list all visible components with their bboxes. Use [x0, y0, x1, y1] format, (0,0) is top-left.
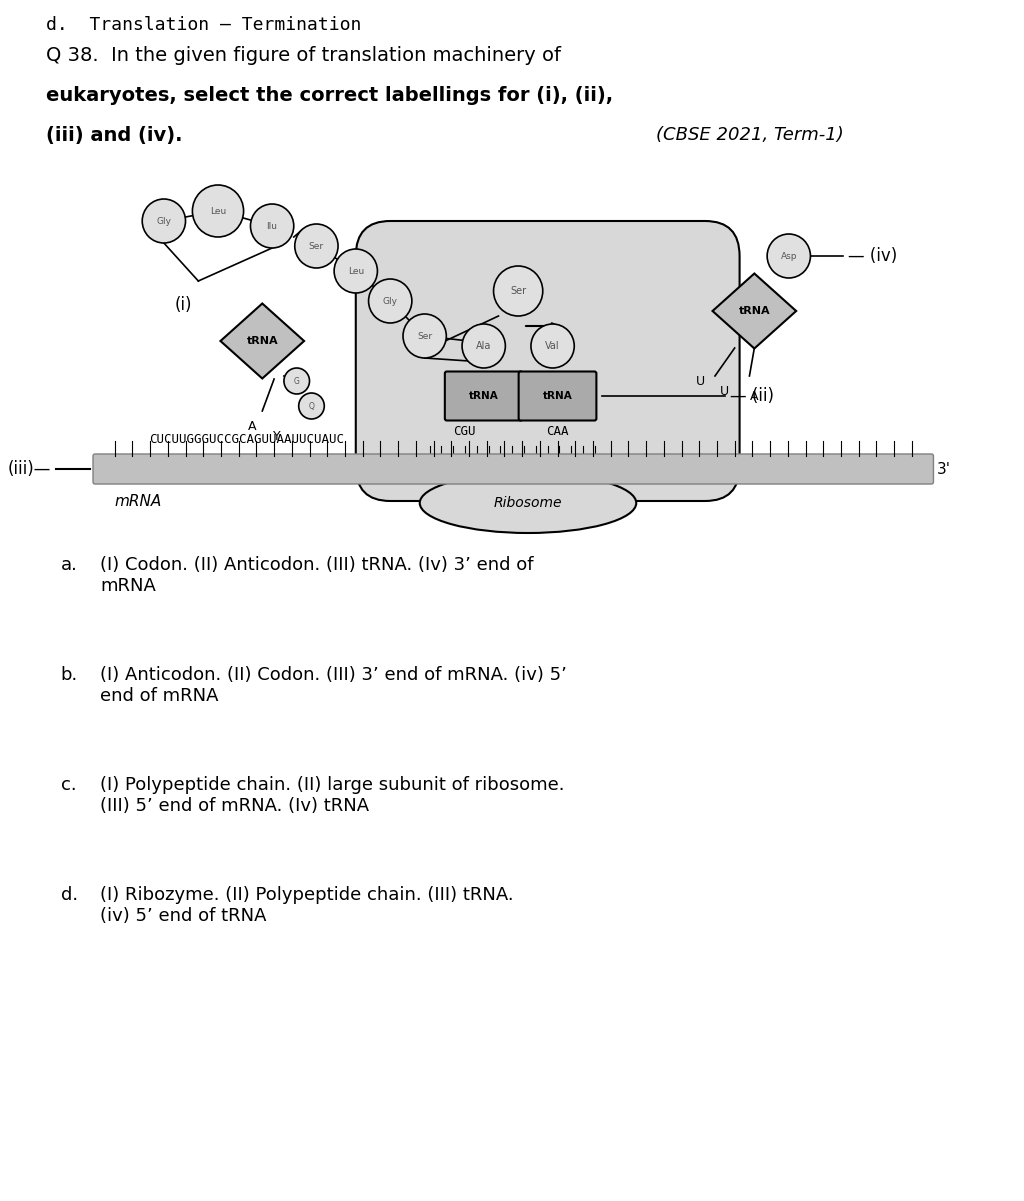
- Text: A: A: [248, 419, 257, 432]
- Text: U: U: [720, 384, 729, 398]
- Text: (iii)—: (iii)—: [7, 460, 51, 478]
- Circle shape: [299, 393, 325, 419]
- Circle shape: [251, 204, 294, 247]
- Circle shape: [494, 265, 543, 316]
- Circle shape: [193, 185, 244, 237]
- Text: CGU: CGU: [453, 424, 475, 437]
- Circle shape: [403, 313, 446, 358]
- Circle shape: [284, 368, 309, 394]
- Text: U: U: [695, 375, 705, 388]
- Circle shape: [142, 199, 185, 243]
- Text: Ser: Ser: [417, 331, 432, 341]
- Circle shape: [767, 234, 810, 277]
- Circle shape: [334, 249, 378, 293]
- Polygon shape: [220, 304, 304, 378]
- Text: A: A: [751, 389, 759, 402]
- Ellipse shape: [420, 473, 636, 533]
- Text: (I) Polypeptide chain. (II) large subunit of ribosome.
(III) 5’ end of mRNA. (Iv: (I) Polypeptide chain. (II) large subuni…: [100, 776, 564, 814]
- Text: Ser: Ser: [510, 286, 526, 295]
- Text: Leu: Leu: [210, 207, 226, 215]
- Text: CUCUUGGGUCCGCAGUUAAUUCUAUC: CUCUUGGGUCCGCAGUUAAUUCUAUC: [150, 434, 344, 446]
- Circle shape: [369, 279, 412, 323]
- Text: c.: c.: [60, 776, 76, 794]
- Text: Ala: Ala: [476, 341, 492, 351]
- FancyBboxPatch shape: [93, 454, 934, 484]
- Text: tRNA: tRNA: [469, 392, 499, 401]
- Text: Leu: Leu: [348, 267, 364, 275]
- Text: (I) Ribozyme. (II) Polypeptide chain. (III) tRNA.
(iv) 5’ end of tRNA: (I) Ribozyme. (II) Polypeptide chain. (I…: [100, 886, 513, 925]
- Text: (i): (i): [175, 295, 193, 313]
- Text: Y: Y: [273, 430, 281, 442]
- FancyBboxPatch shape: [355, 221, 739, 501]
- Text: tRNA: tRNA: [738, 306, 770, 316]
- FancyBboxPatch shape: [444, 371, 522, 420]
- Circle shape: [295, 225, 338, 268]
- Text: CAA: CAA: [546, 424, 568, 437]
- Text: (CBSE 2021, Term-1): (CBSE 2021, Term-1): [656, 126, 844, 144]
- Text: Q: Q: [308, 401, 314, 411]
- Text: tRNA: tRNA: [543, 392, 572, 401]
- Text: (I) Anticodon. (II) Codon. (III) 3’ end of mRNA. (iv) 5’
end of mRNA: (I) Anticodon. (II) Codon. (III) 3’ end …: [100, 667, 566, 705]
- Text: 3': 3': [936, 461, 950, 477]
- Text: (iii) and (iv).: (iii) and (iv).: [46, 126, 182, 145]
- Text: (I) Codon. (II) Anticodon. (III) tRNA. (Iv) 3’ end of
mRNA: (I) Codon. (II) Anticodon. (III) tRNA. (…: [100, 556, 534, 594]
- Text: b.: b.: [60, 667, 78, 685]
- Text: Gly: Gly: [383, 297, 397, 305]
- Text: Asp: Asp: [780, 251, 797, 261]
- FancyBboxPatch shape: [518, 371, 596, 420]
- Text: d.: d.: [60, 886, 78, 904]
- Text: a.: a.: [60, 556, 78, 574]
- Circle shape: [462, 324, 506, 368]
- Text: Ilu: Ilu: [266, 221, 278, 231]
- Text: Ser: Ser: [309, 241, 324, 251]
- Text: G: G: [294, 376, 300, 386]
- Text: Val: Val: [546, 341, 560, 351]
- Text: — (iv): — (iv): [848, 247, 897, 265]
- Circle shape: [531, 324, 574, 368]
- Text: eukaryotes, select the correct labellings for (i), (ii),: eukaryotes, select the correct labelling…: [46, 86, 613, 104]
- Text: Ribosome: Ribosome: [494, 496, 562, 510]
- Text: Gly: Gly: [157, 216, 171, 226]
- Text: — (ii): — (ii): [730, 387, 774, 405]
- Text: Q 38.  In the given figure of translation machinery of: Q 38. In the given figure of translation…: [46, 46, 561, 65]
- Polygon shape: [713, 274, 797, 348]
- Text: d.  Translation — Termination: d. Translation — Termination: [46, 16, 361, 34]
- Text: mRNA: mRNA: [115, 494, 162, 509]
- Text: tRNA: tRNA: [247, 336, 279, 346]
